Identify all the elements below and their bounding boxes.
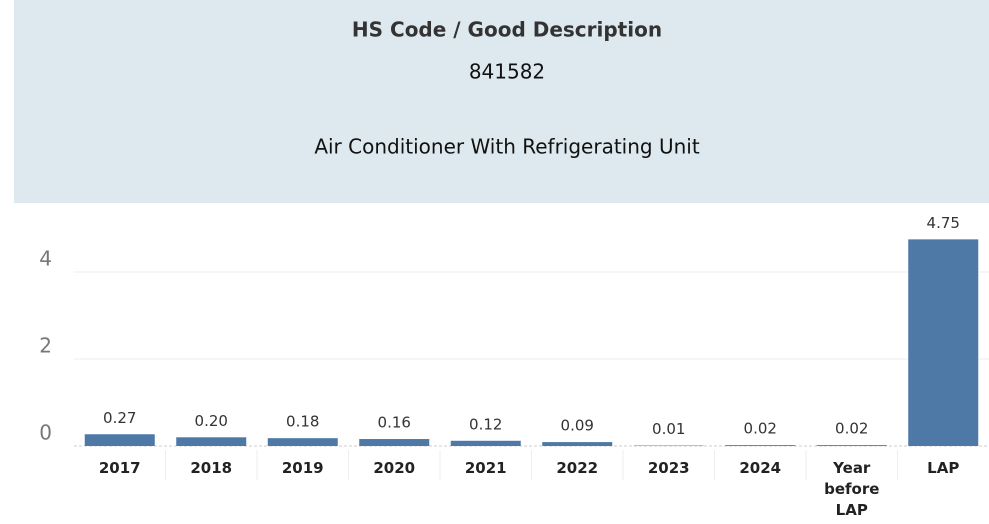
y-tick-label: 4 (39, 246, 52, 270)
chart-subtitle: 841582 (469, 60, 545, 84)
x-tick-label: 2024 (739, 459, 782, 477)
y-tick-label: 0 (39, 421, 52, 445)
data-label: 4.75 (927, 214, 960, 232)
data-label: 0.12 (469, 415, 502, 433)
bar (84, 434, 155, 446)
x-tick-label: 2023 (647, 459, 690, 477)
data-label: 0.18 (286, 413, 319, 431)
chart-caption: Air Conditioner With Refrigerating Unit (314, 135, 700, 159)
data-label: 0.02 (744, 420, 777, 438)
header-panel (14, 0, 989, 203)
bar (450, 440, 521, 446)
data-label: 0.02 (835, 420, 868, 438)
data-label: 0.27 (103, 409, 136, 427)
bar (908, 239, 979, 446)
bar (725, 445, 796, 446)
y-tick-label: 2 (39, 333, 52, 357)
x-tick-label: 2021 (464, 459, 507, 477)
x-tick-label: LAP (927, 459, 960, 477)
bar (176, 437, 247, 446)
bar (359, 439, 430, 446)
data-label: 0.16 (378, 414, 411, 432)
bar (816, 445, 887, 446)
x-tick-label: 2017 (98, 459, 141, 477)
x-tick-label: Year before LAP (824, 459, 880, 519)
data-label: 0.01 (652, 420, 685, 438)
bar (267, 438, 338, 446)
x-tick-label: 2018 (190, 459, 233, 477)
data-label: 0.09 (561, 417, 594, 435)
bar (542, 442, 613, 446)
chart-title: HS Code / Good Description (352, 18, 662, 42)
x-tick-label: 2020 (373, 459, 416, 477)
x-tick-label: 2019 (281, 459, 324, 477)
data-label: 0.20 (195, 412, 228, 430)
x-tick-label: 2022 (556, 459, 599, 477)
